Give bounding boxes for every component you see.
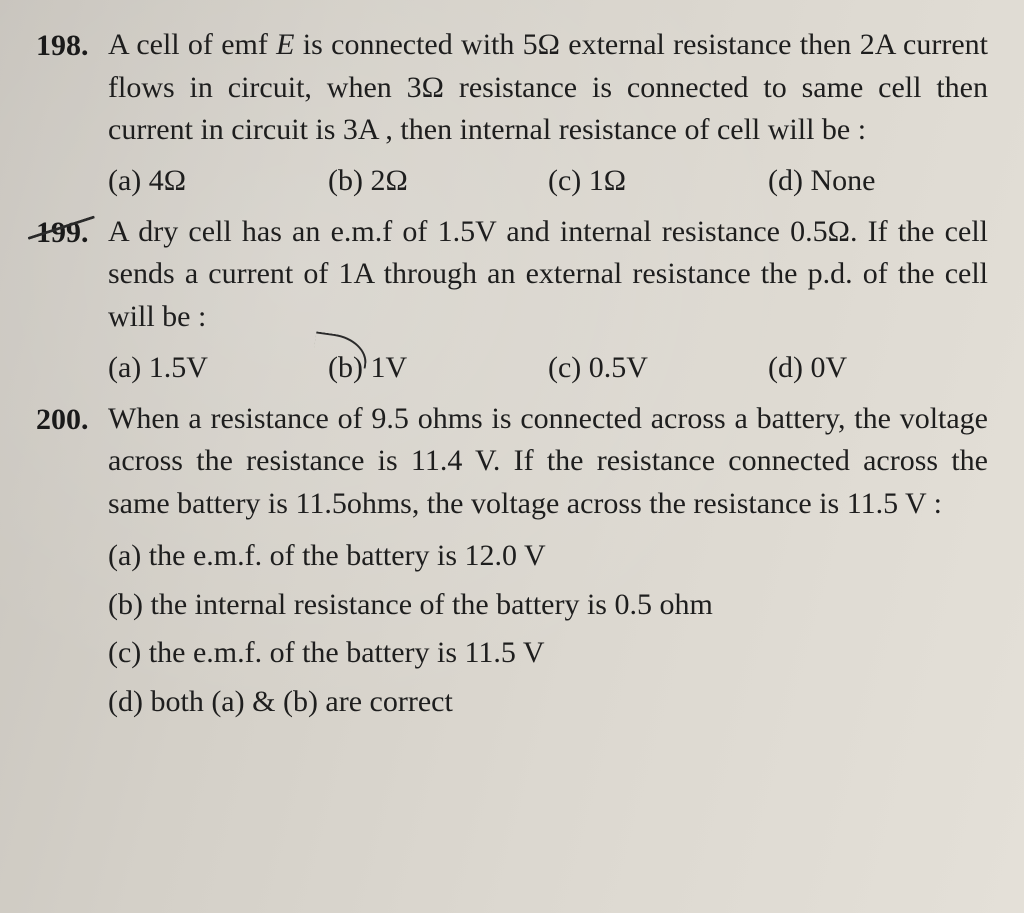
option-d: (d) 0V [768,345,988,390]
question-199: 199. A dry cell has an e.m.f of 1.5V and… [36,211,988,390]
option-b: (b) 2Ω [328,158,548,203]
question-stem: A cell of emf E is connected with 5Ω ext… [108,24,988,152]
option-a: (a) the e.m.f. of the battery is 12.0 V [108,533,988,580]
options-row: (a) 1.5V (b) 1V (c) 0.5V (d) 0V [108,345,988,390]
option-d: (d) both (a) & (b) are correct [108,679,988,726]
question-number: 198. [36,24,108,203]
question-body: A cell of emf E is connected with 5Ω ext… [108,24,988,203]
option-c: (c) 1Ω [548,158,768,203]
option-c: (c) 0.5V [548,345,768,390]
option-b: (b) the internal resistance of the batte… [108,582,988,629]
question-number: 200. [36,398,108,728]
question-body: When a resistance of 9.5 ohms is connect… [108,398,988,728]
option-a: (a) 1.5V [108,345,328,390]
question-200: 200. When a resistance of 9.5 ohms is co… [36,398,988,728]
option-d: (d) None [768,158,988,203]
options-block: (a) the e.m.f. of the battery is 12.0 V … [108,533,988,725]
options-row: (a) 4Ω (b) 2Ω (c) 1Ω (d) None [108,158,988,203]
option-c: (c) the e.m.f. of the battery is 11.5 V [108,630,988,677]
scanned-page: 198. A cell of emf E is connected with 5… [0,0,1024,913]
question-stem: When a resistance of 9.5 ohms is connect… [108,398,988,526]
option-b: (b) 1V [328,345,548,390]
question-number: 199. [36,211,108,390]
question-198: 198. A cell of emf E is connected with 5… [36,24,988,203]
question-body: A dry cell has an e.m.f of 1.5V and inte… [108,211,988,390]
option-a: (a) 4Ω [108,158,328,203]
question-stem: A dry cell has an e.m.f of 1.5V and inte… [108,211,988,339]
